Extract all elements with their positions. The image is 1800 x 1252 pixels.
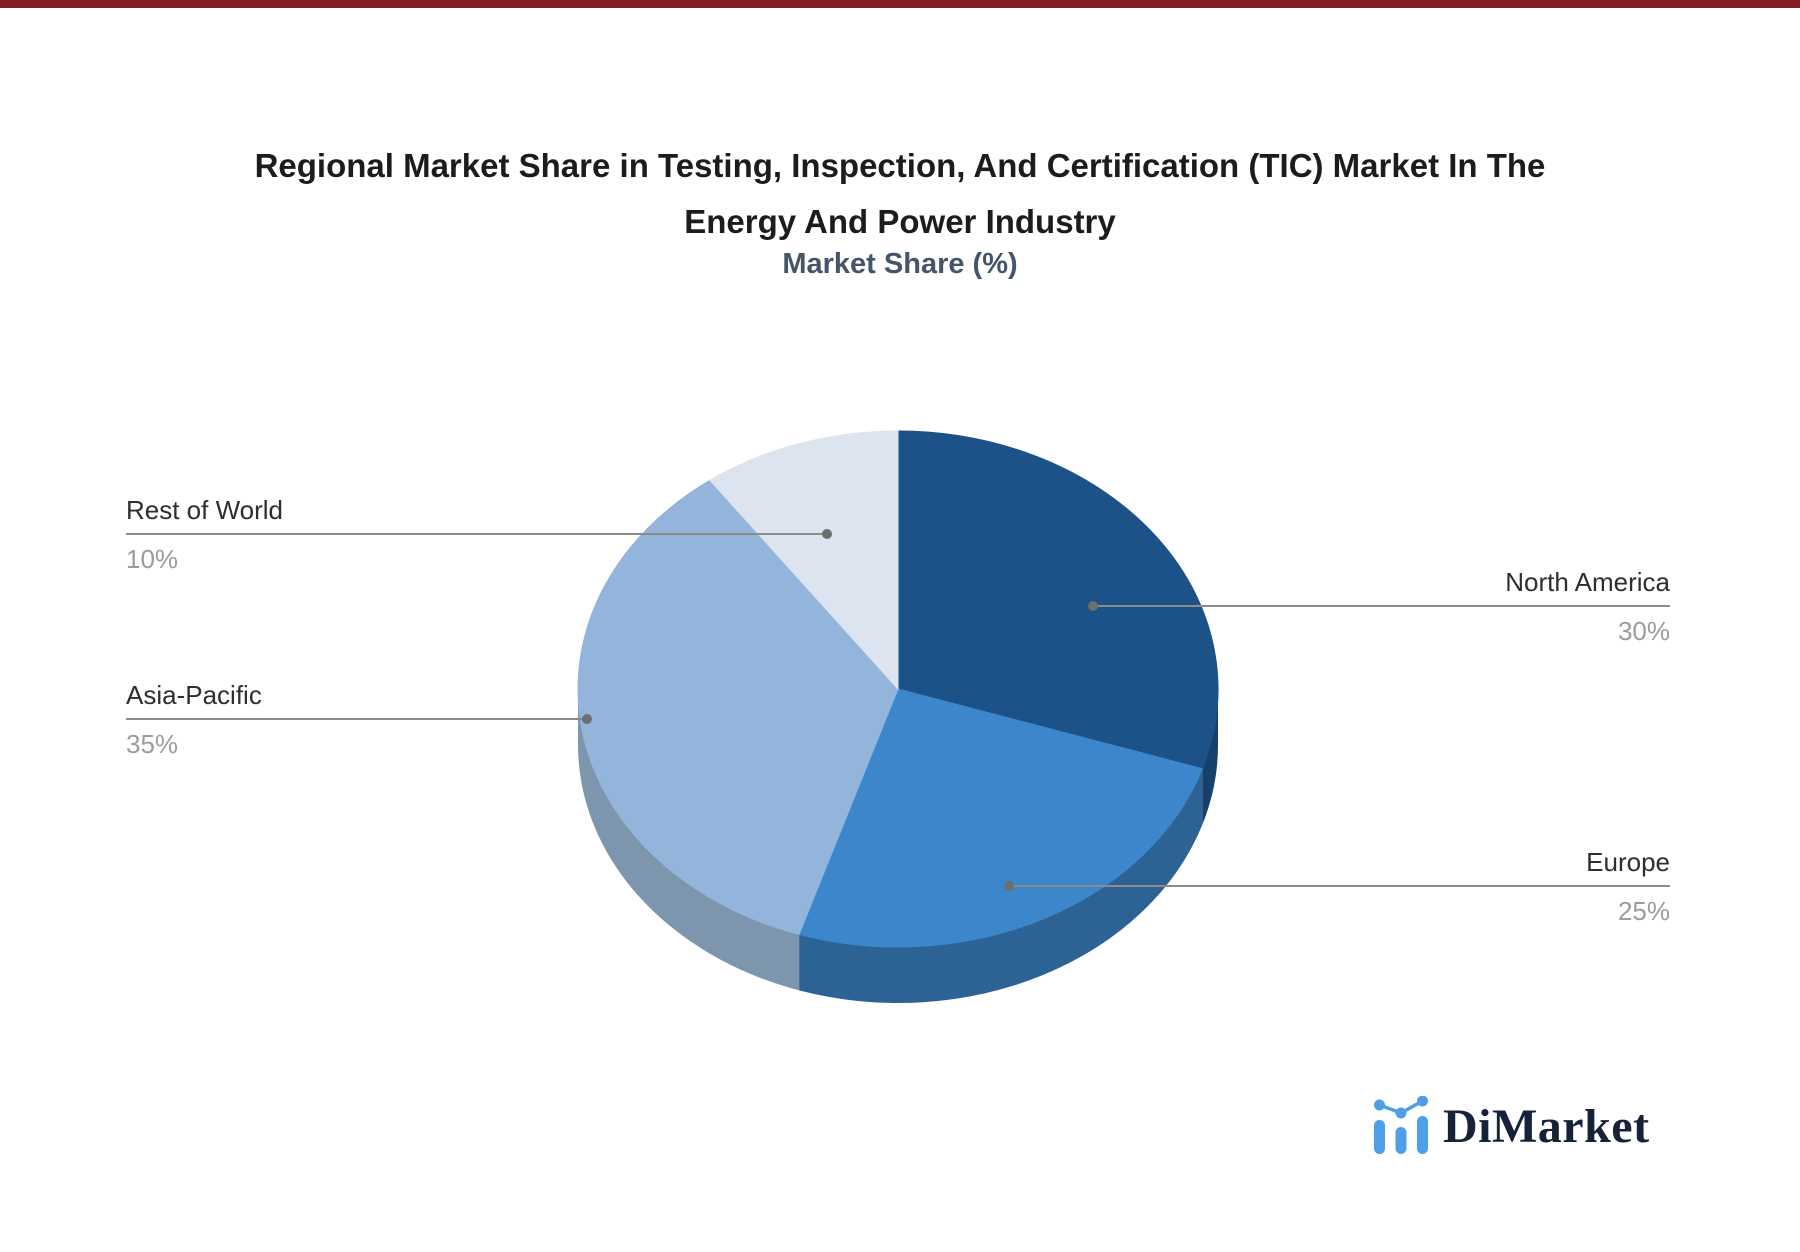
slice-label-rest-of-world: Rest of World [126, 495, 284, 525]
slice-label-north-america: North America [1505, 567, 1670, 597]
slice-value-rest-of-world: 10% [126, 544, 179, 574]
slice-label-asia-pacific: Asia-Pacific [126, 680, 262, 710]
pie-side-north-america [1202, 689, 1218, 825]
top-accent-bar [0, 0, 1800, 8]
chart-title-line2: Energy And Power Industry [684, 203, 1116, 240]
brand-logo-text: DiMarket [1443, 1099, 1650, 1153]
slice-value-north-america: 30% [1617, 616, 1670, 646]
slice-value-asia-pacific: 35% [126, 729, 179, 759]
leader-dot-north-america [1088, 601, 1098, 611]
leader-dot-rest-of-world [822, 529, 832, 539]
bar-line-chart-icon [1374, 1096, 1428, 1154]
pie-side-asia-pacific [578, 689, 800, 991]
pie-slice-rest-of-world[interactable] [709, 430, 899, 691]
leader-dot-europe [1004, 881, 1014, 891]
brand-logo: DiMarket [1372, 1096, 1650, 1156]
pie-slice-europe[interactable] [798, 688, 1204, 948]
slice-value-europe: 25% [1617, 896, 1670, 926]
chart-subtitle: Market Share (%) [782, 248, 1018, 280]
pie-slice-north-america[interactable] [897, 430, 1219, 770]
chart-title-line1: Regional Market Share in Testing, Inspec… [254, 147, 1546, 184]
pie-slice-asia-pacific[interactable] [577, 479, 899, 935]
slice-label-europe: Europe [1586, 847, 1670, 877]
chart-title: Regional Market Share in Testing, Inspec… [150, 138, 1650, 250]
leader-dot-asia-pacific [582, 714, 592, 724]
